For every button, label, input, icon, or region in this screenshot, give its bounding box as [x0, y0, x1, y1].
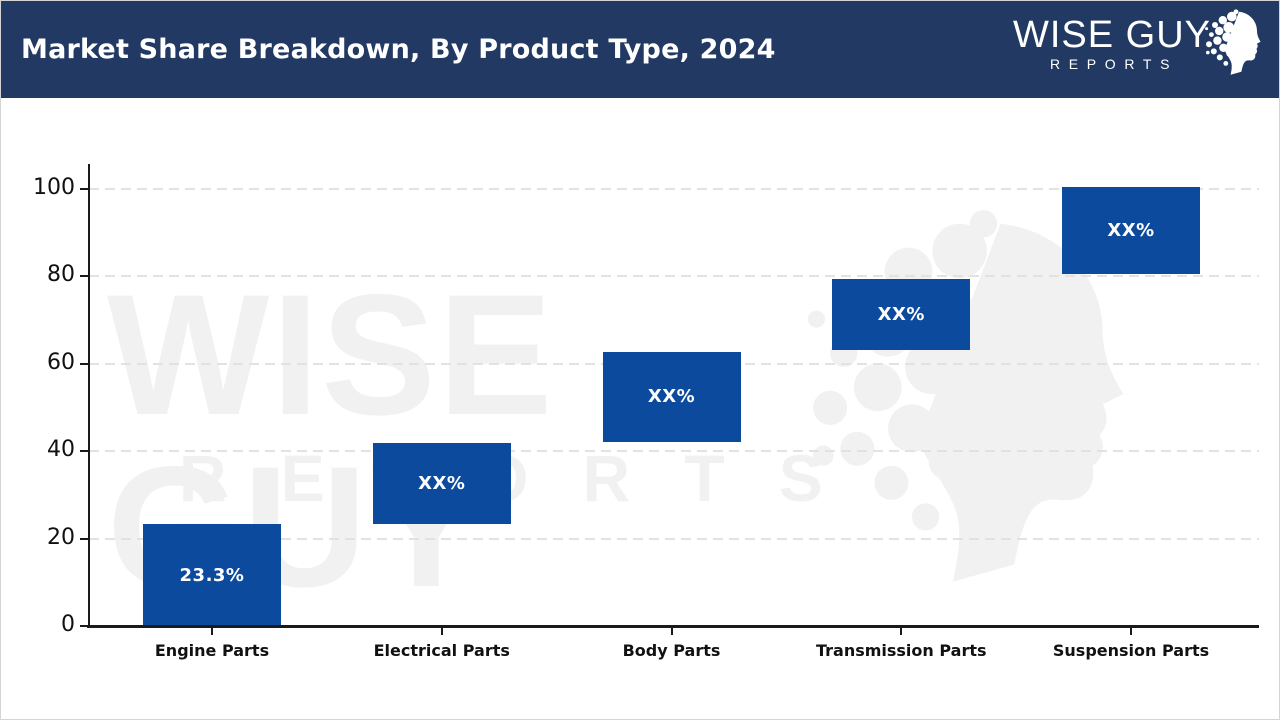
bar-value-label: XX%: [1107, 220, 1155, 242]
logo-reports-label: REPORTS: [1049, 55, 1179, 72]
x-tick-mark: [670, 627, 673, 635]
header-bar: Market Share Breakdown, By Product Type,…: [1, 1, 1279, 98]
bar-value-label: XX%: [418, 472, 466, 494]
gridline: [89, 275, 1259, 277]
bar-segment: XX%: [602, 351, 741, 442]
y-tick-label: 20: [47, 524, 75, 550]
bar-segment: XX%: [832, 279, 971, 351]
wiseguy-logo: WISE GUY REPORTS: [1013, 7, 1269, 79]
x-tick-mark: [1130, 627, 1132, 635]
chart-title: Market Share Breakdown, By Product Type,…: [21, 34, 776, 65]
bar-segment: XX%: [1062, 187, 1200, 275]
y-tick-mark: [80, 537, 89, 540]
bar-value-label: 23.3%: [179, 564, 245, 586]
y-tick-label: 100: [33, 174, 75, 200]
x-tick-mark: [900, 627, 903, 635]
logo-wiseguy-label: WISE GUY: [1012, 14, 1211, 57]
y-tick-mark: [80, 187, 89, 190]
x-tick-mark: [211, 627, 213, 635]
gridline: [89, 450, 1259, 452]
y-tick-mark: [80, 362, 89, 365]
x-category-label: Body Parts: [622, 641, 721, 660]
x-tick-mark: [440, 627, 443, 635]
bar-segment: XX%: [372, 442, 511, 525]
y-tick-label: 80: [47, 262, 75, 287]
bar-segment: 23.3%: [143, 524, 281, 626]
bar-value-label: XX%: [877, 304, 925, 326]
y-tick-mark: [80, 625, 89, 627]
wiseguy-head-icon: [1203, 7, 1269, 79]
logo-text: WISE GUY REPORTS: [1012, 14, 1211, 72]
y-tick-label: 0: [61, 612, 75, 637]
x-category-label: Engine Parts: [154, 641, 270, 660]
y-tick-mark: [80, 275, 89, 277]
y-tick-label: 40: [47, 437, 75, 462]
x-axis: [87, 625, 1259, 628]
x-category-label: Suspension Parts: [1052, 641, 1210, 660]
gridline: [89, 187, 1259, 190]
x-category-label: Transmission Parts: [815, 641, 987, 660]
y-axis: [88, 164, 90, 628]
y-tick-mark: [80, 450, 89, 452]
bar-value-label: XX%: [647, 386, 696, 408]
gridline: [89, 537, 1259, 540]
y-tick-label: 60: [47, 349, 75, 375]
x-category-label: Electrical Parts: [373, 641, 510, 660]
